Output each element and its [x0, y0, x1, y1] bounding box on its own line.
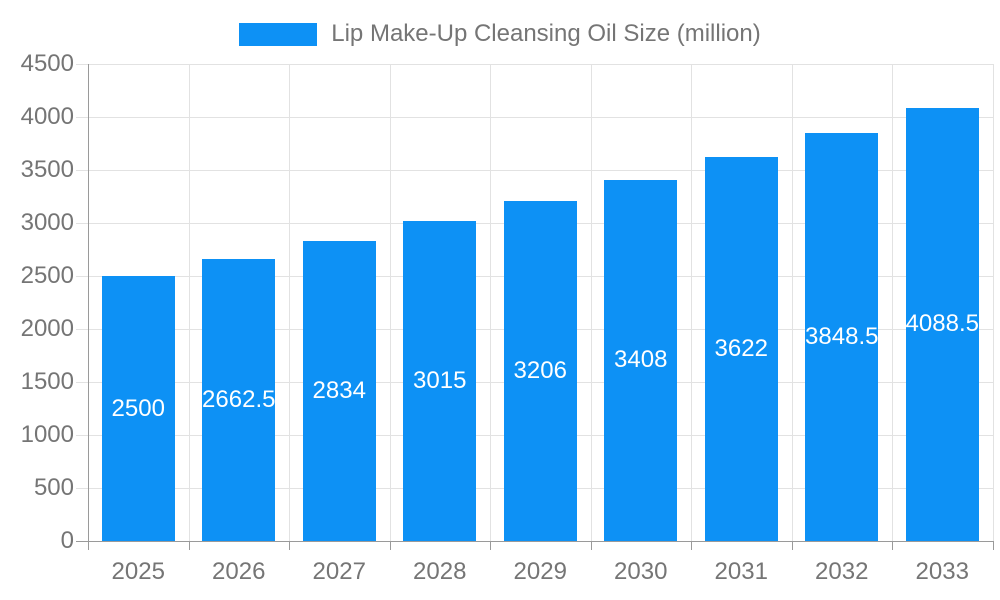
- x-gridline: [992, 64, 994, 541]
- bar[interactable]: 3015: [403, 221, 477, 541]
- x-axis-tick: [992, 541, 994, 550]
- x-axis-tick: [691, 541, 692, 550]
- x-axis-line: [76, 541, 993, 542]
- bar-value-label: 4088.5: [905, 310, 979, 338]
- chart-legend[interactable]: Lip Make-Up Cleansing Oil Size (million): [0, 20, 1000, 48]
- x-axis-tick-label: 2027: [312, 558, 366, 585]
- x-axis-tick-label: 2026: [212, 558, 266, 585]
- bar[interactable]: 3622: [704, 157, 778, 541]
- bar-value-label: 3848.5: [805, 323, 879, 351]
- y-axis-tick-label: 2000: [20, 315, 74, 342]
- x-gridline: [892, 64, 893, 541]
- bar[interactable]: 3206: [503, 201, 577, 541]
- x-gridline: [590, 64, 592, 541]
- x-axis-tick: [490, 541, 491, 550]
- x-axis-tick-label: 2030: [614, 558, 668, 585]
- y-gridline: [76, 64, 993, 65]
- legend-swatch-icon: [239, 22, 318, 46]
- y-gridline: [76, 170, 993, 171]
- x-axis-tick-label: 2029: [513, 558, 567, 585]
- y-axis-tick-label: 2500: [20, 262, 74, 289]
- x-gridline: [791, 64, 793, 541]
- bar[interactable]: 2662.5: [202, 258, 276, 541]
- bar-value-label: 2500: [111, 394, 165, 422]
- x-axis-tick: [892, 541, 893, 550]
- x-axis-tick-label: 2031: [714, 558, 768, 585]
- x-axis-tick: [188, 541, 190, 550]
- x-gridline: [490, 64, 491, 541]
- x-axis-tick-label: 2025: [111, 558, 165, 585]
- x-axis-tick: [289, 541, 290, 550]
- y-axis-tick-label: 3000: [20, 209, 74, 236]
- bar[interactable]: 3408: [604, 179, 678, 541]
- x-axis-tick: [791, 541, 793, 550]
- y-axis-tick-label: 0: [60, 527, 74, 554]
- bar-value-label: 3206: [513, 357, 567, 385]
- x-axis-tick-label: 2032: [815, 558, 869, 585]
- bar-value-label: 2662.5: [202, 385, 276, 413]
- y-gridline: [76, 117, 993, 118]
- x-axis-tick: [389, 541, 391, 550]
- bar-value-label: 3015: [413, 367, 467, 395]
- y-axis-tick-label: 1500: [20, 368, 74, 395]
- bar[interactable]: 2500: [101, 276, 175, 541]
- x-axis-tick-label: 2028: [413, 558, 467, 585]
- y-axis-line: [88, 64, 89, 550]
- x-axis-tick-label: 2033: [915, 558, 969, 585]
- x-gridline: [389, 64, 391, 541]
- y-axis-tick-label: 500: [33, 474, 74, 501]
- x-gridline: [289, 64, 290, 541]
- bar[interactable]: 3848.5: [805, 133, 878, 541]
- x-gridline: [188, 64, 190, 541]
- bar-value-label: 2834: [312, 376, 366, 404]
- bar-value-label: 3622: [714, 335, 768, 363]
- bar[interactable]: 2834: [302, 240, 376, 541]
- x-axis-tick: [590, 541, 592, 550]
- y-axis-tick-label: 1000: [20, 421, 74, 448]
- y-axis-tick-label: 4500: [20, 50, 74, 77]
- bar-value-label: 3408: [614, 346, 668, 374]
- y-axis-tick-label: 4000: [20, 103, 74, 130]
- bar[interactable]: 4088.5: [905, 107, 979, 541]
- x-gridline: [691, 64, 692, 541]
- legend-label: Lip Make-Up Cleansing Oil Size (million): [331, 20, 761, 47]
- y-axis-tick-label: 3500: [20, 156, 74, 183]
